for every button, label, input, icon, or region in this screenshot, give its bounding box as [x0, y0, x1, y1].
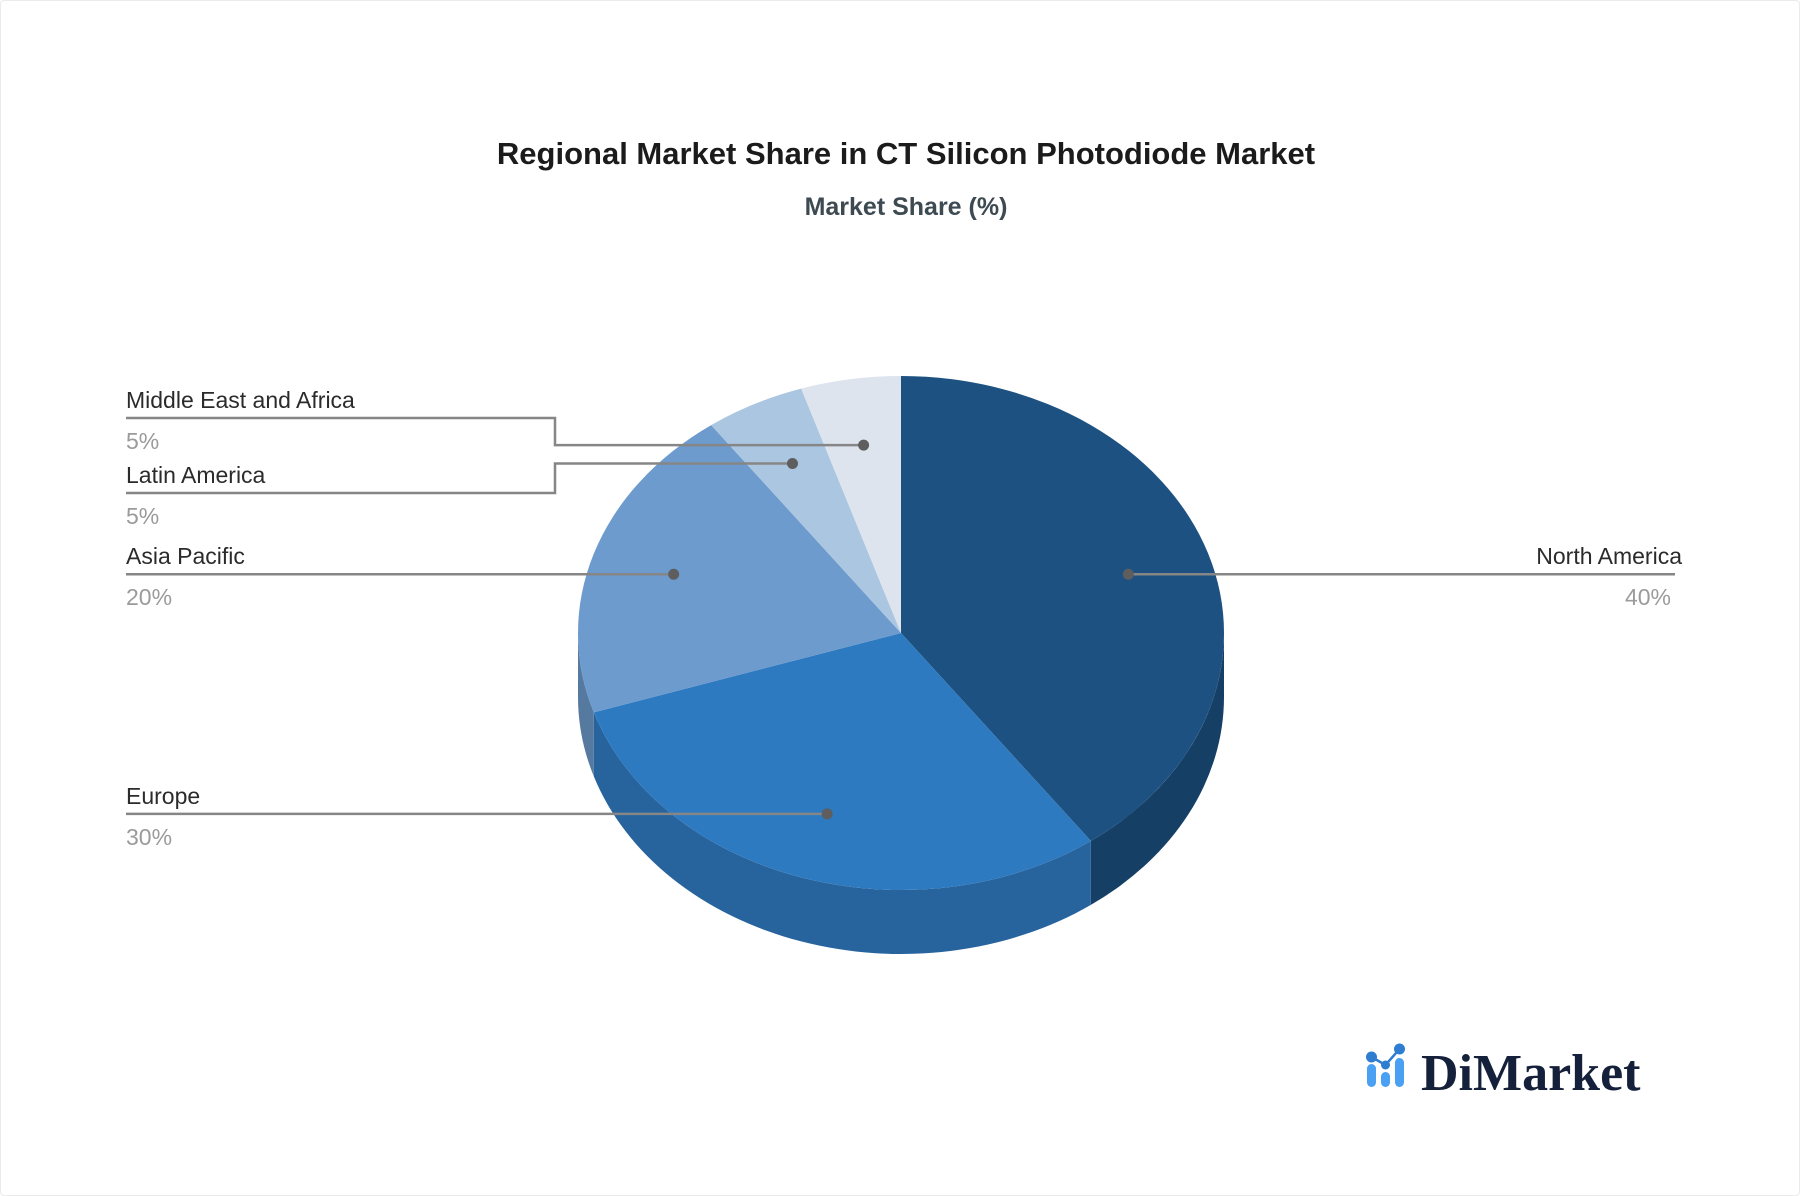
slice-value-north-america: 40% — [1625, 584, 1671, 610]
chart-title: Regional Market Share in CT Silicon Phot… — [497, 136, 1315, 171]
callout-dot-middle-east-and-africa — [858, 439, 870, 451]
callout-dot-europe — [821, 808, 833, 820]
slice-label-latin-america: Latin America — [126, 462, 266, 488]
pie-slice-asia-pacific[interactable] — [578, 425, 901, 713]
callout-line-middle-east-and-africa — [126, 416, 864, 447]
pie-slices — [578, 376, 1224, 890]
slice-label-middle-east-and-africa: Middle East and Africa — [126, 387, 355, 413]
pie-slice-side-asia-pacific — [578, 633, 594, 777]
logo-dot-3 — [1394, 1043, 1405, 1055]
pie-slice-europe[interactable] — [593, 633, 1091, 890]
callout-dot-asia-pacific — [668, 568, 680, 580]
pie-slice-latin-america[interactable] — [711, 388, 901, 633]
slice-label-north-america: North America — [1536, 543, 1682, 569]
bar-chart-logo-icon — [1366, 1043, 1405, 1087]
callout-line-latin-america — [126, 462, 793, 495]
logo-bar-1 — [1367, 1064, 1376, 1087]
logo-dot-1 — [1366, 1051, 1377, 1063]
callout-dot-latin-america — [786, 458, 798, 470]
slice-label-europe: Europe — [126, 783, 200, 809]
slice-callouts: North America 40% Europe 30% Asia Pacific 20%… — [126, 387, 1682, 850]
callout-dot-north-america — [1122, 568, 1134, 580]
slice-label-asia-pacific: Asia Pacific — [126, 543, 245, 569]
pie-3d-rims — [578, 633, 1224, 954]
slice-value-asia-pacific: 20% — [126, 584, 172, 610]
logo-bar-3 — [1395, 1058, 1404, 1087]
slice-value-middle-east-and-africa: 5% — [126, 428, 159, 454]
pie-slice-north-america[interactable] — [901, 376, 1224, 841]
slice-value-latin-america: 5% — [126, 503, 159, 529]
pie-slice-middle-east-and-africa[interactable] — [801, 376, 901, 633]
pie-slice-side-europe — [593, 712, 1091, 954]
pie-slice-side-north-america — [1090, 633, 1224, 905]
logo-dot-2 — [1381, 1060, 1390, 1070]
chart-subtitle: Market Share (%) — [805, 193, 1008, 221]
brand-logo-text: DiMarket — [1421, 1045, 1641, 1102]
logo-bar-2 — [1381, 1072, 1390, 1087]
slice-value-europe: 30% — [126, 824, 172, 850]
brand-logo: DiMarket — [1366, 1043, 1641, 1102]
